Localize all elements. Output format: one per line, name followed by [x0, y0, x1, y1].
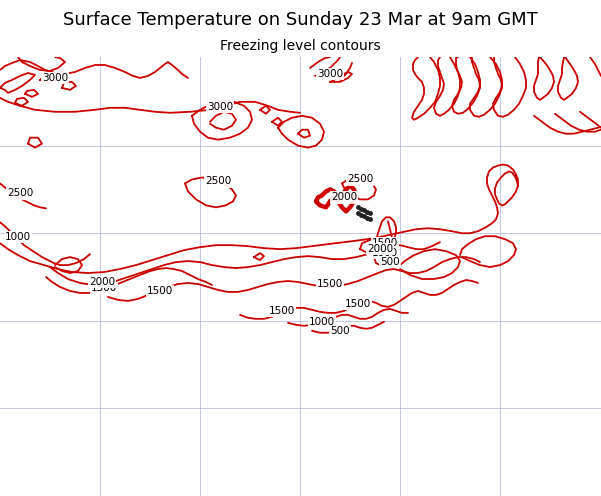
Text: 2500: 2500	[205, 177, 231, 186]
Text: 2500: 2500	[7, 188, 33, 198]
Text: Freezing level contours: Freezing level contours	[220, 39, 381, 53]
Text: 1000: 1000	[372, 248, 398, 258]
Text: 2500: 2500	[347, 175, 373, 185]
Text: Surface Temperature on Sunday 23 Mar at 9am GMT: Surface Temperature on Sunday 23 Mar at …	[63, 11, 538, 29]
Text: 2000: 2000	[331, 192, 357, 202]
Text: 1500: 1500	[372, 238, 398, 248]
Text: 1000: 1000	[5, 232, 31, 242]
Text: 500: 500	[330, 326, 350, 336]
Text: 1500: 1500	[269, 306, 295, 316]
Text: 1500: 1500	[345, 299, 371, 309]
Text: 1000: 1000	[309, 317, 335, 327]
Text: 1500: 1500	[91, 283, 117, 293]
Text: 2000: 2000	[367, 244, 393, 254]
Text: 2000: 2000	[89, 277, 115, 287]
Text: 3000: 3000	[207, 102, 233, 112]
Text: 500: 500	[380, 257, 400, 267]
Text: 1500: 1500	[317, 279, 343, 289]
Text: 3000: 3000	[42, 73, 68, 83]
Text: 3000: 3000	[317, 69, 343, 79]
Text: 1500: 1500	[147, 286, 173, 296]
